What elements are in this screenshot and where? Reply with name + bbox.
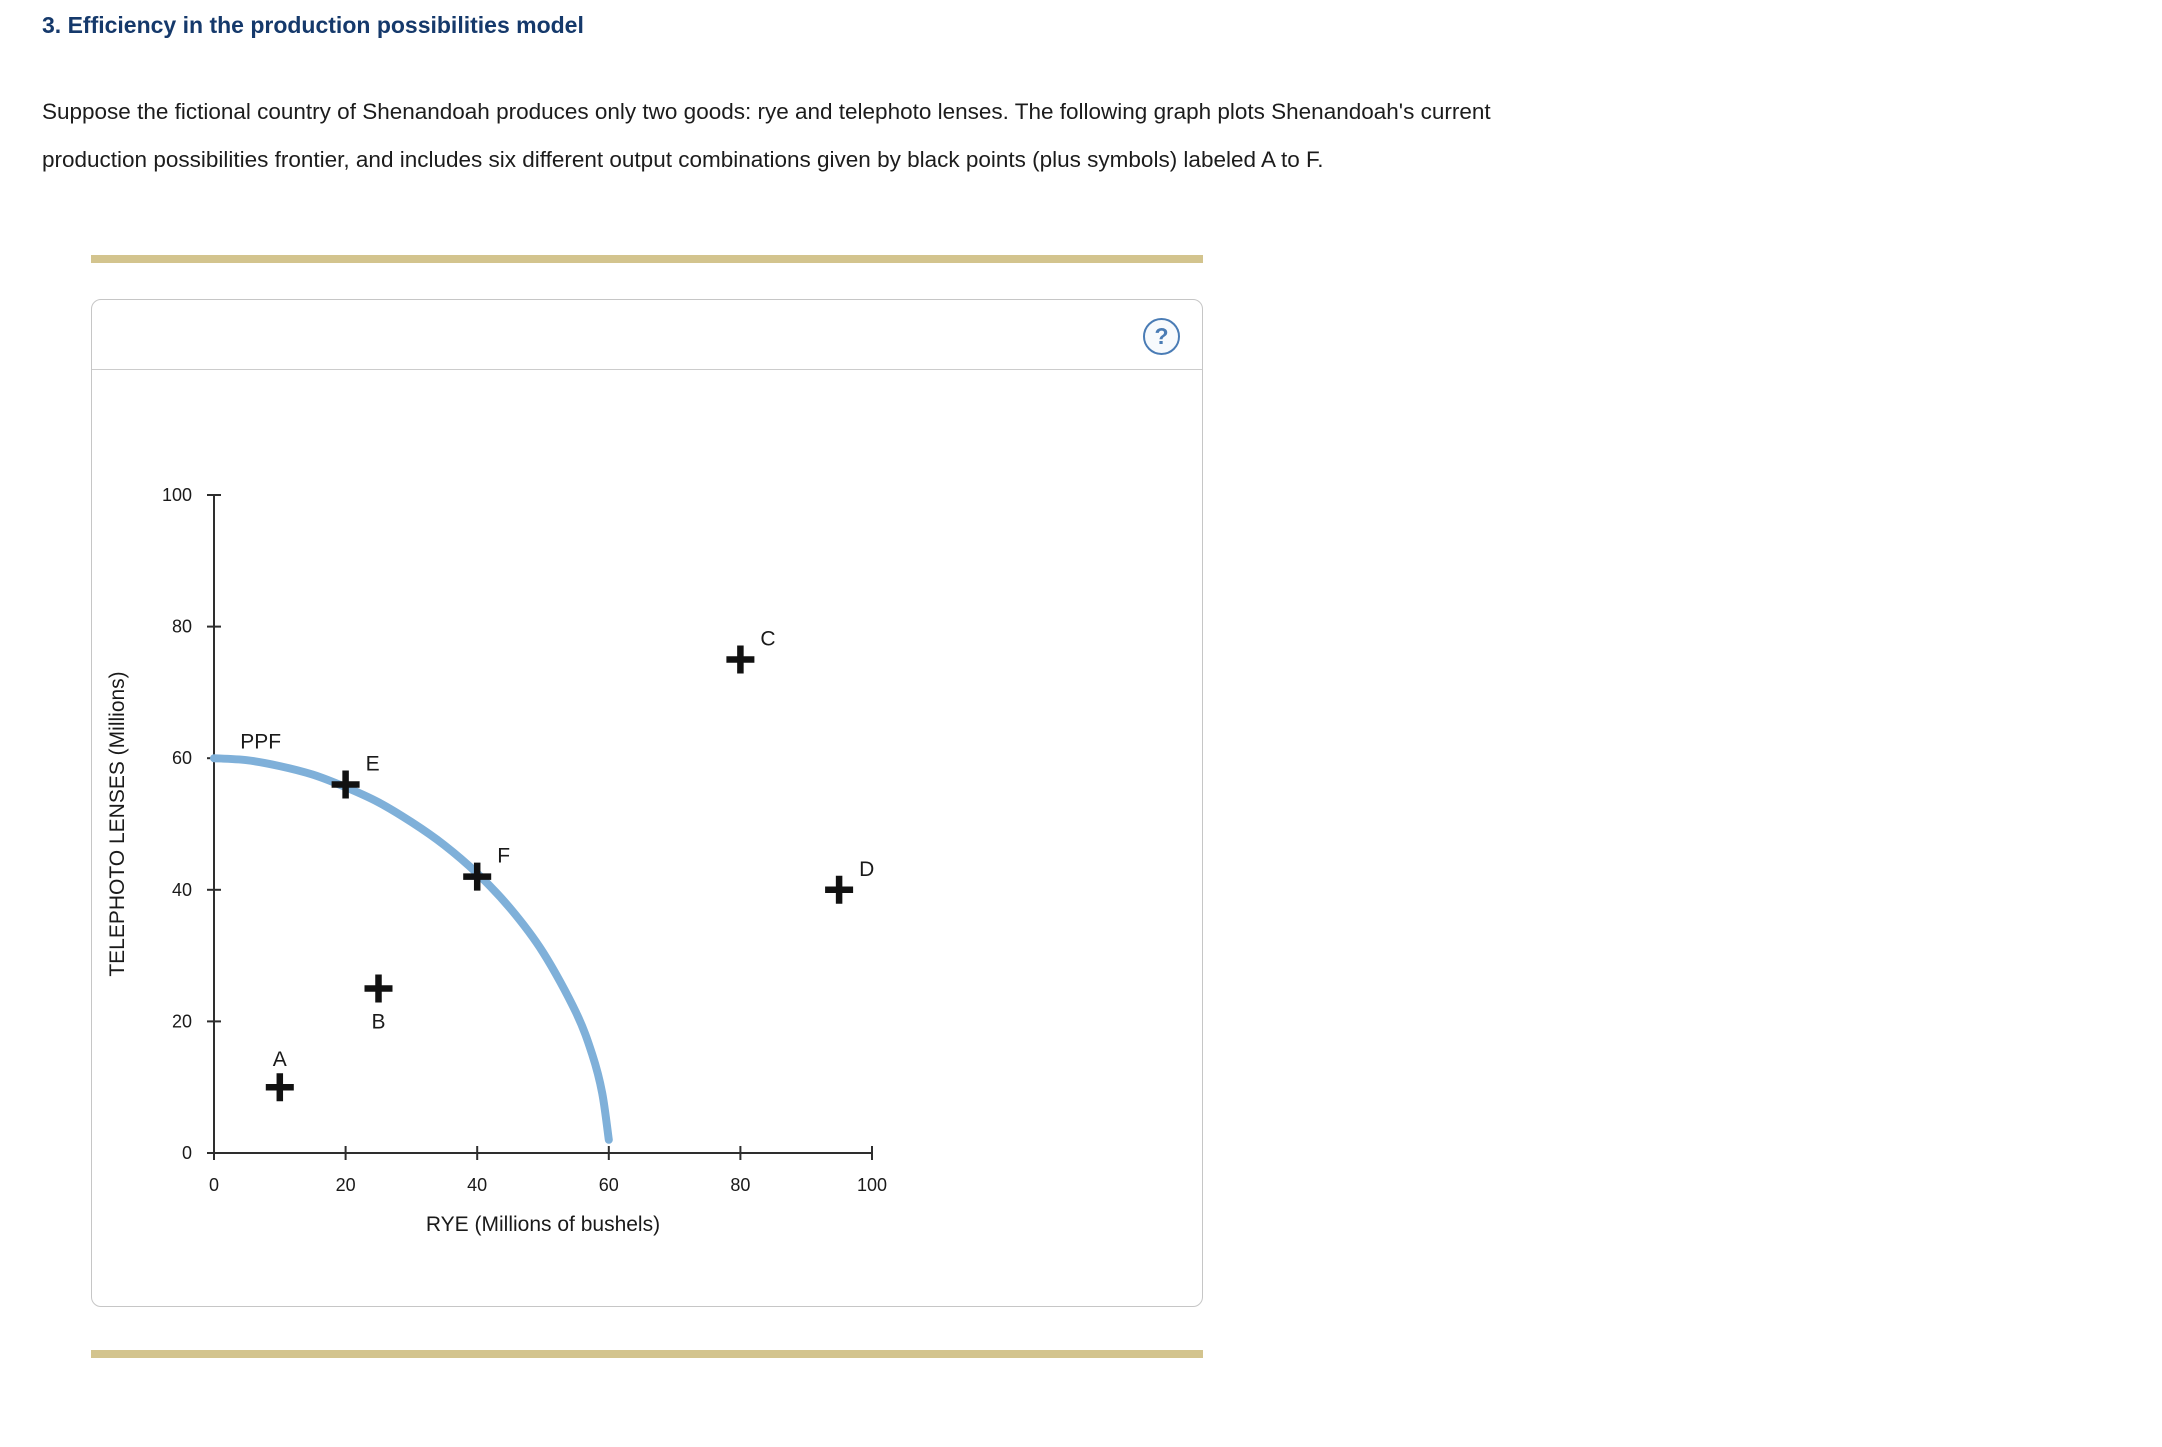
svg-text:40: 40 [172, 880, 192, 900]
svg-text:40: 40 [467, 1175, 487, 1195]
point-E: E [331, 753, 380, 799]
x-axis-title: RYE (Millions of bushels) [426, 1213, 660, 1236]
svg-text:100: 100 [162, 485, 192, 505]
plus-marker-icon [265, 1073, 294, 1102]
point-A: A [265, 1048, 294, 1102]
graph-panel: ? 0 20 40 60 80 100 0 20 40 60 80 100 RYE (Millions … [91, 299, 1203, 1307]
point-C: C [726, 628, 776, 674]
point-label-C: C [760, 628, 775, 651]
plus-marker-icon [463, 862, 492, 891]
panel-header: ? [92, 300, 1202, 370]
point-label-F: F [497, 845, 510, 868]
svg-text:20: 20 [336, 1175, 356, 1195]
help-button[interactable]: ? [1143, 318, 1180, 355]
intro-text: Suppose the fictional country of Shenand… [42, 88, 1872, 184]
top-accent-bar [91, 255, 1203, 263]
axes [207, 494, 873, 1160]
question-mark-icon: ? [1154, 323, 1169, 349]
svg-text:20: 20 [172, 1011, 192, 1031]
svg-text:100: 100 [857, 1175, 887, 1195]
svg-text:60: 60 [172, 748, 192, 768]
ppf-curve-label: PPF [240, 730, 281, 753]
bottom-accent-bar [91, 1350, 1203, 1358]
svg-text:0: 0 [182, 1143, 192, 1163]
section-title: 3. Efficiency in the production possibil… [42, 12, 584, 38]
point-D: D [825, 858, 874, 904]
point-label-E: E [366, 753, 380, 776]
ppf-curve [210, 754, 613, 1144]
svg-text:80: 80 [730, 1175, 750, 1195]
intro-line-1: Suppose the fictional country of Shenand… [42, 99, 1491, 124]
plus-marker-icon [726, 645, 755, 674]
point-B: B [364, 974, 393, 1034]
tick-labels: 0 20 40 60 80 100 0 20 40 60 80 100 [162, 485, 887, 1195]
plus-marker-icon [331, 770, 360, 799]
point-label-B: B [371, 1011, 385, 1034]
intro-line-2: production possibilities frontier, and i… [42, 147, 1324, 172]
svg-text:80: 80 [172, 617, 192, 637]
y-axis-title: TELEPHOTO LENSES (Millions) [106, 671, 129, 976]
plus-marker-icon [825, 875, 854, 904]
svg-text:0: 0 [209, 1175, 219, 1195]
ppf-chart: 0 20 40 60 80 100 0 20 40 60 80 100 RYE (Millions of… [100, 418, 1040, 1278]
point-label-D: D [859, 858, 874, 881]
svg-text:60: 60 [599, 1175, 619, 1195]
point-F: F [463, 845, 510, 891]
ppf-chart-svg: 0 20 40 60 80 100 0 20 40 60 80 100 RYE (Millions of… [106, 485, 887, 1236]
point-label-A: A [273, 1048, 287, 1071]
plus-marker-icon [364, 974, 393, 1003]
